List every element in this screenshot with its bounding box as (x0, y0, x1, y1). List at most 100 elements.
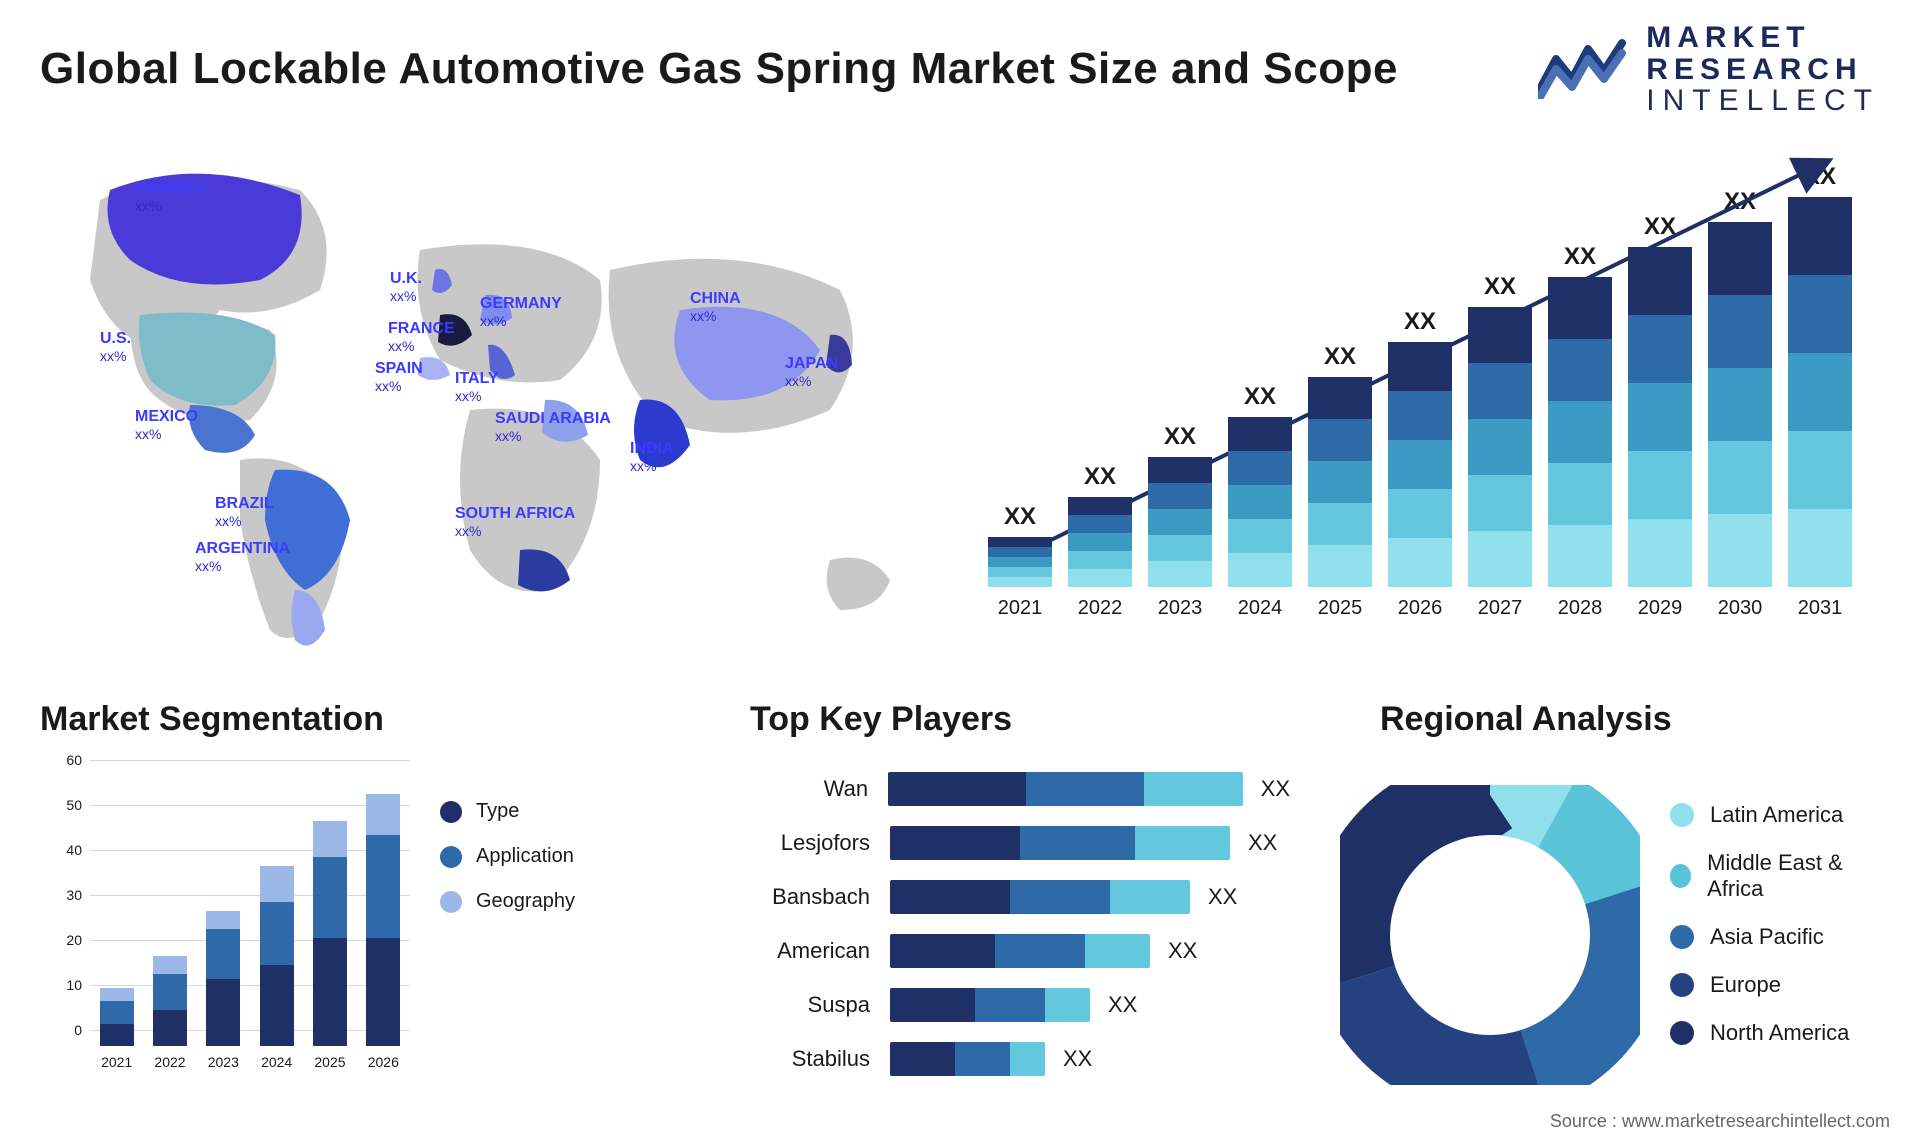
logo-text: MARKET RESEARCH INTELLECT (1646, 22, 1880, 117)
logo-mark-icon (1538, 39, 1628, 99)
growth-segment (1388, 489, 1452, 538)
growth-col-2026: XX2026 (1380, 130, 1460, 620)
seg-ytick: 10 (66, 977, 82, 993)
growth-col-2025: XX2025 (1300, 130, 1380, 620)
seg-segment-application (366, 835, 400, 939)
map-label-saudi-arabia: SAUDI ARABIAxx% (495, 410, 611, 444)
seg-stack (206, 911, 240, 1046)
seg-segment-type (153, 1010, 187, 1046)
player-bar-segment (890, 826, 1020, 860)
map-label-argentina: ARGENTINAxx% (195, 540, 290, 574)
player-bar-segment (890, 934, 995, 968)
seg-year-label: 2026 (368, 1054, 399, 1070)
seg-segment-application (260, 902, 294, 965)
growth-segment (1548, 339, 1612, 401)
seg-ytick: 60 (66, 752, 82, 768)
growth-stack (1068, 497, 1132, 587)
growth-year-label: 2030 (1718, 597, 1763, 620)
player-bar-segment (1010, 880, 1110, 914)
growth-segment (1708, 368, 1772, 441)
growth-value-label: XX (1724, 188, 1756, 216)
growth-stack (1788, 197, 1852, 587)
regional-donut-chart: Latin AmericaMiddle East & AfricaAsia Pa… (1340, 760, 1880, 1110)
growth-value-label: XX (1244, 383, 1276, 411)
growth-segment (988, 577, 1052, 587)
player-bar-segment (1085, 934, 1150, 968)
map-label-canada: CANADAxx% (135, 180, 204, 214)
seg-ytick: 50 (66, 797, 82, 813)
map-label-japan: JAPANxx% (785, 355, 838, 389)
seg-segment-geography (206, 911, 240, 929)
growth-segment (1788, 431, 1852, 509)
growth-segment (1628, 519, 1692, 587)
growth-segment (988, 557, 1052, 567)
growth-year-label: 2027 (1478, 597, 1523, 620)
legend-label: Type (476, 800, 519, 823)
growth-segment (1788, 353, 1852, 431)
growth-segment (1468, 419, 1532, 475)
map-label-italy: ITALYxx% (455, 370, 499, 404)
growth-segment (1228, 417, 1292, 451)
growth-segment (1308, 419, 1372, 461)
growth-value-label: XX (1804, 163, 1836, 191)
growth-segment (1788, 197, 1852, 275)
player-bar (890, 826, 1230, 860)
growth-segment (1628, 383, 1692, 451)
legend-label: Asia Pacific (1710, 924, 1824, 950)
player-bar-segment (995, 934, 1085, 968)
key-players-chart: WanXXLesjoforsXXBansbachXXAmericanXXSusp… (750, 770, 1290, 1110)
growth-stack (1628, 247, 1692, 587)
player-bar-segment (975, 988, 1045, 1022)
map-label-india: INDIAxx% (630, 440, 674, 474)
growth-col-2023: XX2023 (1140, 130, 1220, 620)
seg-legend-row: Application (440, 845, 575, 868)
map-label-u-s-: U.S.xx% (100, 330, 131, 364)
growth-segment (988, 547, 1052, 557)
legend-swatch-icon (1670, 973, 1694, 997)
growth-segment (1148, 483, 1212, 509)
seg-segment-geography (313, 821, 347, 857)
donut (1340, 785, 1640, 1085)
legend-label: Application (476, 845, 574, 868)
player-bar-segment (1010, 1042, 1045, 1076)
seg-col-2023: 2023 (197, 800, 250, 1070)
legend-swatch-icon (440, 891, 462, 913)
map-label-mexico: MEXICOxx% (135, 408, 198, 442)
player-bar-segment (1045, 988, 1090, 1022)
growth-stack (1708, 222, 1772, 587)
map-label-france: FRANCExx% (388, 320, 455, 354)
player-row-suspa: SuspaXX (750, 986, 1290, 1024)
seg-legend-row: Geography (440, 890, 575, 913)
legend-label: Latin America (1710, 802, 1843, 828)
regional-legend: Latin AmericaMiddle East & AfricaAsia Pa… (1670, 802, 1880, 1068)
seg-col-2025: 2025 (303, 800, 356, 1070)
growth-year-label: 2025 (1318, 597, 1363, 620)
growth-segment (1228, 485, 1292, 519)
growth-value-label: XX (1164, 423, 1196, 451)
seg-ytick: 40 (66, 842, 82, 858)
growth-segment (1388, 440, 1452, 489)
legend-swatch-icon (440, 801, 462, 823)
player-bar-segment (955, 1042, 1010, 1076)
segmentation-legend: Type Application Geography (440, 800, 575, 935)
seg-legend-row: Type (440, 800, 575, 823)
seg-segment-type (313, 938, 347, 1046)
player-bar (890, 988, 1090, 1022)
growth-segment (1308, 461, 1372, 503)
growth-value-label: XX (1004, 503, 1036, 531)
source-attribution: Source : www.marketresearchintellect.com (1550, 1111, 1890, 1132)
map-label-spain: SPAINxx% (375, 360, 423, 394)
seg-year-label: 2024 (261, 1054, 292, 1070)
seg-ytick: 20 (66, 932, 82, 948)
player-value-label: XX (1261, 776, 1290, 802)
growth-segment (988, 567, 1052, 577)
regional-legend-row: Asia Pacific (1670, 924, 1880, 950)
growth-segment (1468, 531, 1532, 587)
growth-stack (1148, 457, 1212, 587)
player-bar-segment (1020, 826, 1135, 860)
seg-stack (366, 794, 400, 1046)
growth-stack (1548, 277, 1612, 587)
growth-segment (1468, 363, 1532, 419)
player-row-american: AmericanXX (750, 932, 1290, 970)
seg-col-2024: 2024 (250, 800, 303, 1070)
